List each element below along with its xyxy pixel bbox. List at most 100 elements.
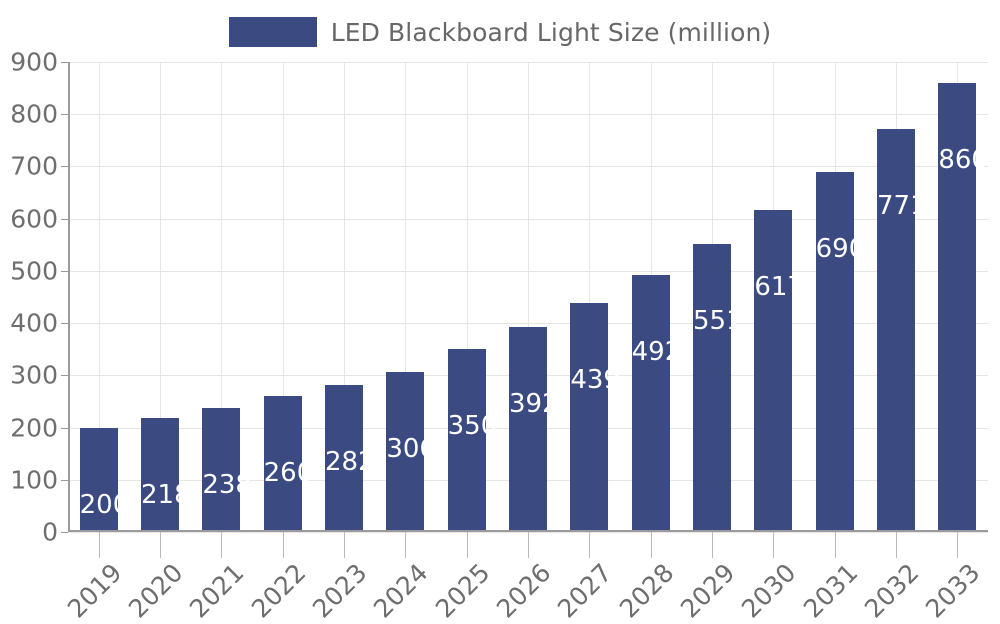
y-axis-tick-mark xyxy=(61,375,68,377)
bar[interactable] xyxy=(692,244,731,532)
bar-column[interactable]: 200 xyxy=(79,62,130,532)
x-axis-tick-label: 2021 xyxy=(184,558,250,624)
bar-column[interactable]: 282 xyxy=(324,62,375,532)
y-axis-tick-label: 0 xyxy=(42,517,58,547)
bar[interactable] xyxy=(386,372,425,532)
x-axis-tick-mark xyxy=(957,532,958,558)
x-axis-tick-mark xyxy=(99,532,100,558)
x-axis-tick-label: 2019 xyxy=(61,558,128,624)
y-axis-tick-label: 900 xyxy=(10,47,58,77)
bar[interactable] xyxy=(876,129,915,532)
bar[interactable] xyxy=(447,349,486,532)
x-axis-tick-mark xyxy=(221,532,222,558)
x-axis-tick-label: 2027 xyxy=(552,558,618,624)
bar-column[interactable]: 690 xyxy=(815,62,865,532)
x-axis-tick-label: 2023 xyxy=(307,558,373,624)
bar-column[interactable]: 350 xyxy=(447,62,498,532)
y-axis-tick-label: 100 xyxy=(10,465,58,495)
bar-value-label: 306 xyxy=(386,434,436,465)
bar[interactable] xyxy=(938,82,977,532)
gridline-vertical xyxy=(99,62,100,532)
bar[interactable] xyxy=(140,418,179,532)
y-axis-tick-mark xyxy=(61,62,68,63)
bar[interactable] xyxy=(815,171,854,532)
y-axis-tick-mark xyxy=(61,114,68,116)
y-axis-tick-mark xyxy=(61,218,68,220)
x-axis-tick-label: 2026 xyxy=(491,558,557,624)
y-axis-tick-label: 700 xyxy=(10,151,58,181)
bar[interactable] xyxy=(631,275,670,532)
bar-column[interactable]: 260 xyxy=(263,62,314,532)
bar-column[interactable]: 306 xyxy=(386,62,436,532)
bar[interactable] xyxy=(263,396,302,532)
bar-column[interactable]: 551 xyxy=(692,62,743,532)
y-axis-line xyxy=(68,62,70,532)
x-axis-tick-label: 2030 xyxy=(736,558,802,624)
x-axis-tick-label: 2020 xyxy=(123,558,189,624)
x-axis-tick-label: 2033 xyxy=(920,558,986,624)
x-axis-tick-mark xyxy=(773,532,774,558)
y-axis-tick-mark xyxy=(61,166,68,168)
bar-value-label: 860 xyxy=(938,144,988,175)
bar-column[interactable]: 218 xyxy=(140,62,191,532)
gridline-vertical xyxy=(344,62,345,532)
bar-value-label: 439 xyxy=(570,364,620,395)
x-axis-tick-mark xyxy=(344,532,345,558)
gridline-vertical xyxy=(283,62,284,532)
y-axis-tick-mark xyxy=(61,323,68,325)
gridline-vertical xyxy=(467,62,468,532)
x-axis-tick-mark xyxy=(160,532,161,558)
gridline-vertical xyxy=(221,62,222,532)
bar-column[interactable]: 238 xyxy=(202,62,252,532)
bar-value-label: 771 xyxy=(876,191,927,222)
bar-column[interactable]: 617 xyxy=(754,62,804,532)
bar[interactable] xyxy=(508,327,547,532)
y-axis-tick-label: 600 xyxy=(10,204,58,234)
gridline-vertical xyxy=(160,62,161,532)
gridline-vertical xyxy=(589,62,590,532)
x-axis-tick-label: 2022 xyxy=(245,558,312,624)
bar-value-label: 238 xyxy=(202,469,252,500)
x-axis-tick-label: 2025 xyxy=(429,558,496,624)
y-axis-tick-label: 200 xyxy=(10,413,58,443)
bar-column[interactable]: 439 xyxy=(570,62,620,532)
x-axis-tick-mark xyxy=(835,532,836,558)
bar[interactable] xyxy=(202,407,241,532)
x-axis-tick-mark xyxy=(283,532,284,558)
x-axis-tick-mark xyxy=(467,532,468,558)
chart-legend: LED Blackboard Light Size (million) xyxy=(0,12,1000,52)
bar-column[interactable]: 392 xyxy=(508,62,559,532)
y-axis-tick-label: 400 xyxy=(10,308,58,338)
bar-column[interactable]: 771 xyxy=(876,62,927,532)
x-axis-tick-label: 2028 xyxy=(613,558,680,624)
x-axis-tick-label: 2024 xyxy=(368,558,434,624)
gridline-vertical xyxy=(528,62,529,532)
x-axis-line xyxy=(68,530,988,532)
x-axis-tick-label: 2029 xyxy=(675,558,741,624)
x-axis-tick-mark xyxy=(896,532,897,558)
x-axis-tick-mark xyxy=(405,532,406,558)
bar[interactable] xyxy=(754,209,793,532)
x-axis-tick-mark xyxy=(651,532,652,558)
y-axis-tick-label: 500 xyxy=(10,256,58,286)
bar[interactable] xyxy=(570,302,609,532)
x-axis-tick-label: 2032 xyxy=(859,558,925,624)
bar-value-label: 392 xyxy=(508,389,559,420)
bar-value-label: 551 xyxy=(692,306,743,337)
y-axis-tick-mark xyxy=(61,270,68,272)
bar-chart: LED Blackboard Light Size (million) 200 2… xyxy=(0,12,1000,623)
legend-color-swatch xyxy=(228,17,317,47)
bar-column[interactable]: 860 xyxy=(938,62,988,532)
x-axis-tick-mark xyxy=(589,532,590,558)
bar-column[interactable]: 492 xyxy=(631,62,681,532)
bar-value-label: 260 xyxy=(263,458,314,489)
bar-value-label: 350 xyxy=(447,411,498,442)
y-axis-tick-mark xyxy=(61,427,68,429)
bar[interactable] xyxy=(324,384,363,532)
bar-value-label: 218 xyxy=(140,480,191,511)
y-axis-tick-label: 300 xyxy=(10,360,58,390)
plot-area: 200 218 238 260 282 306 350 392 439 492 551 617 690 7… xyxy=(10,48,988,623)
bar-value-label: 200 xyxy=(79,489,130,520)
bar-value-label: 617 xyxy=(754,271,804,302)
bar[interactable] xyxy=(79,427,118,532)
